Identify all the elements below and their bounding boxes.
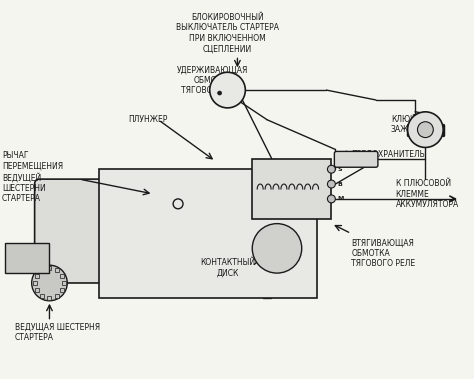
Text: M: M bbox=[337, 196, 344, 201]
Text: К ПЛЮСОВОЙ
КЛЕММЕ
АККУМУЛЯТОРА: К ПЛЮСОВОЙ КЛЕММЕ АККУМУЛЯТОРА bbox=[396, 179, 459, 209]
Circle shape bbox=[32, 265, 67, 301]
Circle shape bbox=[418, 122, 433, 138]
Text: УДЕРЖИВАЮЩАЯ
ОБМОТКА
ТЯГОВОГО РЕЛЕ: УДЕРЖИВАЮЩАЯ ОБМОТКА ТЯГОВОГО РЕЛЕ bbox=[177, 65, 248, 95]
Bar bbox=[62, 281, 66, 285]
Bar bbox=[99, 169, 317, 298]
FancyBboxPatch shape bbox=[35, 179, 114, 283]
Text: РЫЧАГ
ПЕРЕМЕЩЕНИЯ
ВЕДУЩЕЙ
ШЕСТЕРНИ
СТАРТЕРА: РЫЧАГ ПЕРЕМЕЩЕНИЯ ВЕДУЩЕЙ ШЕСТЕРНИ СТАРТ… bbox=[2, 152, 63, 203]
Circle shape bbox=[218, 91, 222, 95]
Text: ВЕДУЩАЯ ШЕСТЕРНЯ
СТАРТЕРА: ВЕДУЩАЯ ШЕСТЕРНЯ СТАРТЕРА bbox=[15, 323, 100, 342]
Circle shape bbox=[408, 112, 443, 147]
Bar bbox=[60, 288, 64, 292]
Circle shape bbox=[328, 165, 336, 173]
Bar bbox=[5, 243, 49, 273]
Bar bbox=[252, 159, 331, 219]
Text: БЛОКИРОВОЧНЫЙ
ВЫКЛЮЧАТЕЛЬ СТАРТЕРА
ПРИ ВКЛЮЧЕННОМ
СЦЕПЛЕНИИ: БЛОКИРОВОЧНЫЙ ВЫКЛЮЧАТЕЛЬ СТАРТЕРА ПРИ В… bbox=[176, 13, 279, 53]
Bar bbox=[60, 274, 64, 277]
Bar bbox=[47, 266, 52, 270]
FancyBboxPatch shape bbox=[334, 152, 378, 167]
Bar bbox=[55, 268, 59, 272]
Circle shape bbox=[328, 195, 336, 203]
Text: ПЛУНЖЕР: ПЛУНЖЕР bbox=[128, 115, 168, 124]
Bar bbox=[40, 294, 44, 298]
Circle shape bbox=[173, 199, 183, 209]
Bar bbox=[33, 281, 36, 285]
Text: КЛЮЧ
ЗАЖИГАНИЯ: КЛЮЧ ЗАЖИГАНИЯ bbox=[391, 115, 442, 134]
Text: S: S bbox=[337, 167, 342, 172]
Circle shape bbox=[328, 180, 336, 188]
Text: КОНТАКТНЫЙ
ДИСК: КОНТАКТНЫЙ ДИСК bbox=[200, 258, 255, 278]
Bar bbox=[47, 296, 52, 300]
Text: B: B bbox=[337, 182, 342, 186]
Circle shape bbox=[252, 224, 302, 273]
Circle shape bbox=[210, 72, 246, 108]
Bar bbox=[40, 268, 44, 272]
Text: ПРЕДОХРАНИТЕЛЬ: ПРЕДОХРАНИТЕЛЬ bbox=[351, 149, 425, 158]
Text: ВТЯГИВАЮЩАЯ
ОБМОТКА
ТЯГОВОГО РЕЛЕ: ВТЯГИВАЮЩАЯ ОБМОТКА ТЯГОВОГО РЕЛЕ bbox=[351, 238, 415, 268]
Bar bbox=[35, 274, 38, 277]
Bar bbox=[35, 288, 38, 292]
Bar bbox=[55, 294, 59, 298]
